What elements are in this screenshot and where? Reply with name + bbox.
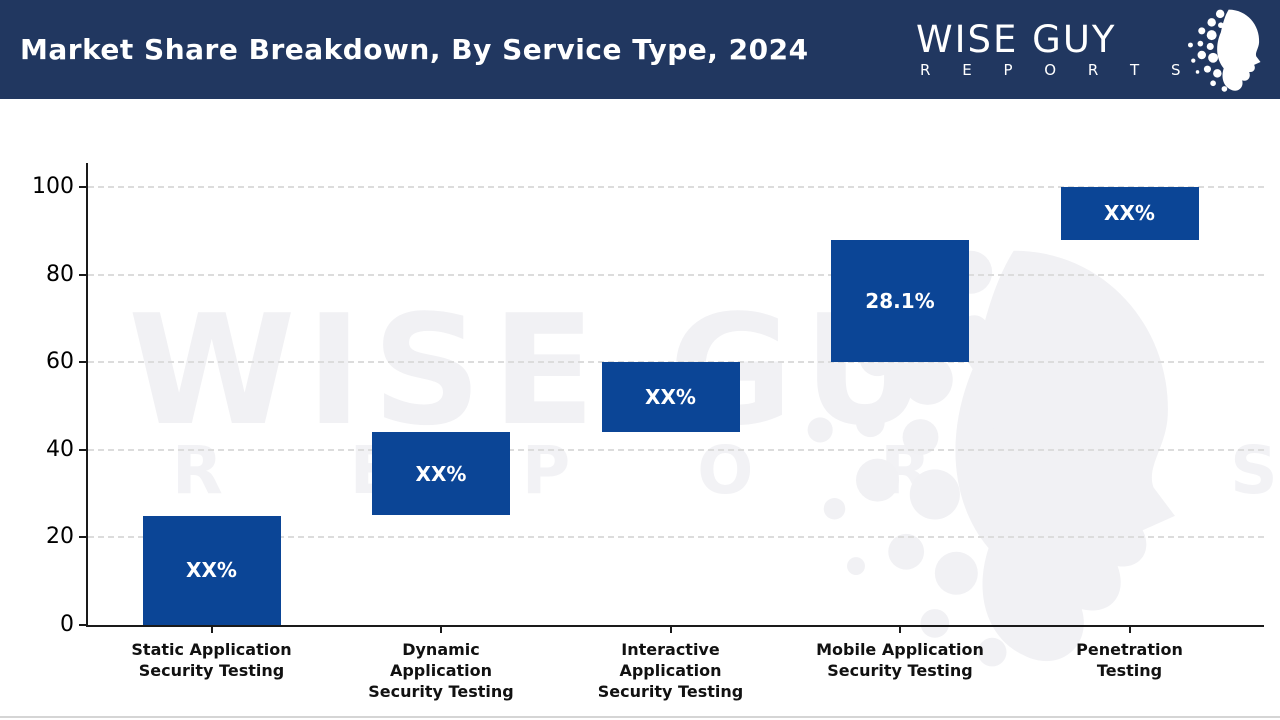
- x-tick-5: [1128, 627, 1131, 633]
- page-title: Market Share Breakdown, By Service Type,…: [20, 33, 809, 66]
- y-tick-100: [79, 186, 86, 188]
- gridline-80: [88, 273, 1264, 276]
- bar-5: [1060, 187, 1199, 240]
- y-tick-80: [79, 273, 86, 276]
- brand-dotted-head-icon: [1180, 4, 1266, 96]
- watermark-reports: R E P O R T S: [172, 432, 1280, 509]
- y-tick-label-40: 40: [46, 436, 74, 462]
- y-tick-label-20: 20: [46, 524, 74, 550]
- brand-subtitle: R E P O R T S: [920, 60, 1194, 79]
- y-tick-20: [79, 536, 86, 539]
- bar-3: [601, 362, 740, 433]
- x-axis-label-1: Static Application Security Testing: [131, 640, 292, 680]
- gridline-40: [88, 448, 1264, 451]
- brand-wordmark: WISE GUY: [916, 17, 1117, 61]
- bar-2: [372, 432, 510, 516]
- y-tick-40: [79, 448, 86, 451]
- y-tick-label-100: 100: [32, 174, 74, 199]
- y-tick-0: [79, 624, 86, 626]
- bar-1: [142, 515, 281, 625]
- x-tick-1: [210, 627, 213, 633]
- x-tick-2: [440, 627, 442, 633]
- x-axis-label-2: Dynamic Application Security Testing: [368, 640, 514, 701]
- y-axis: [86, 163, 88, 627]
- x-axis-label-5: Penetration Testing: [1076, 640, 1183, 680]
- x-tick-4: [899, 627, 901, 633]
- bar-value-label-3: XX%: [645, 385, 696, 410]
- bar-value-label-5: XX%: [1104, 201, 1155, 226]
- gridline-20: [88, 536, 1264, 539]
- y-tick-label-0: 0: [60, 612, 74, 637]
- bar-value-label-4: 28.1%: [865, 288, 935, 313]
- y-tick-60: [79, 361, 86, 364]
- bar-value-label-2: XX%: [415, 461, 467, 486]
- bottom-divider: [0, 716, 1280, 718]
- x-tick-3: [669, 627, 672, 633]
- y-tick-label-60: 60: [46, 349, 74, 375]
- y-tick-label-80: 80: [46, 261, 74, 287]
- x-axis-label-3: Interactive Application Security Testing: [597, 640, 744, 701]
- brand-logo: WISE GUY R E P O R T S: [916, 4, 1280, 96]
- x-axis-label-4: Mobile Application Security Testing: [816, 640, 984, 680]
- bar-value-label-1: XX%: [186, 558, 237, 583]
- x-axis: [86, 625, 1264, 627]
- gridline-100: [88, 186, 1264, 188]
- header-bar: Market Share Breakdown, By Service Type,…: [0, 0, 1280, 99]
